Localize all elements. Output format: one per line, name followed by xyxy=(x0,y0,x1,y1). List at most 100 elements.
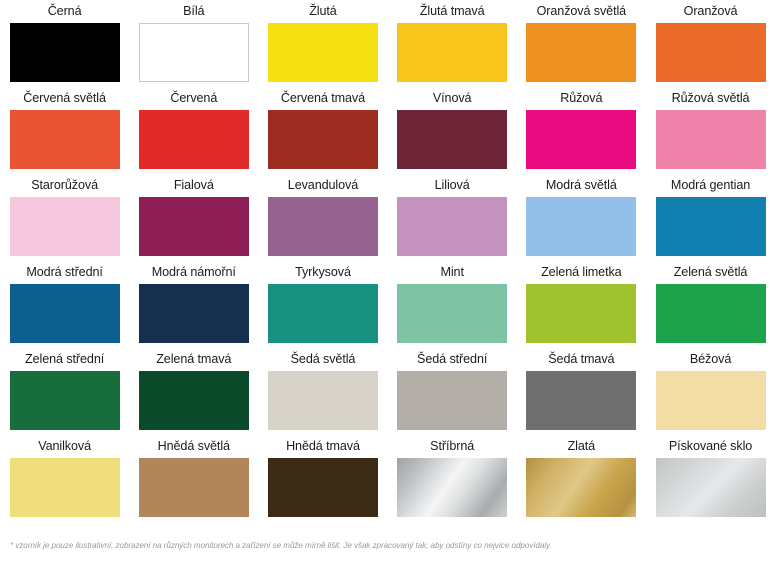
swatch-cell[interactable]: Starorůžová xyxy=(0,178,129,265)
swatch-label: Žlutá xyxy=(309,4,337,18)
swatch-cell[interactable]: Šedá střední xyxy=(388,352,517,439)
swatch-label: Černá xyxy=(47,4,82,18)
swatch-color-chip[interactable] xyxy=(267,23,378,82)
swatch-cell[interactable]: Žlutá tmavá xyxy=(388,4,517,91)
swatch-cell[interactable]: Tyrkysová xyxy=(258,265,387,352)
swatch-label: Zelená tmavá xyxy=(156,352,232,366)
swatch-cell[interactable]: Bílá xyxy=(129,4,258,91)
swatch-color-chip[interactable] xyxy=(9,458,120,517)
swatch-color-chip[interactable] xyxy=(526,284,637,343)
swatch-label: Šedá střední xyxy=(417,352,488,366)
swatch-label: Hnědá světlá xyxy=(157,439,230,453)
swatch-color-chip[interactable] xyxy=(138,458,249,517)
swatch-label: Červená tmavá xyxy=(280,91,366,105)
swatch-color-chip[interactable] xyxy=(655,23,766,82)
swatch-cell[interactable]: Růžová světlá xyxy=(646,91,775,178)
swatch-color-chip[interactable] xyxy=(267,110,378,169)
swatch-cell[interactable]: Zlatá xyxy=(517,439,646,526)
swatch-label: Červená xyxy=(170,91,218,105)
swatch-cell[interactable]: Červená světlá xyxy=(0,91,129,178)
swatch-cell[interactable]: Modrá námořní xyxy=(129,265,258,352)
swatch-color-chip[interactable] xyxy=(9,371,120,430)
swatch-label: Růžová světlá xyxy=(671,91,750,105)
swatch-color-chip[interactable] xyxy=(526,23,637,82)
swatch-label: Tyrkysová xyxy=(295,265,351,279)
swatch-color-chip[interactable] xyxy=(397,284,508,343)
swatch-color-chip[interactable] xyxy=(655,458,766,517)
swatch-color-chip[interactable] xyxy=(397,371,508,430)
swatch-cell[interactable]: Mint xyxy=(388,265,517,352)
swatch-color-chip[interactable] xyxy=(397,197,508,256)
swatch-cell[interactable]: Šedá světlá xyxy=(258,352,387,439)
swatch-cell[interactable]: Červená xyxy=(129,91,258,178)
swatch-cell[interactable]: Hnědá tmavá xyxy=(258,439,387,526)
swatch-cell[interactable]: Béžová xyxy=(646,352,775,439)
swatch-label: Pískované sklo xyxy=(668,439,753,453)
swatch-label: Starorůžová xyxy=(31,178,98,192)
swatch-cell[interactable]: Šedá tmavá xyxy=(517,352,646,439)
swatch-cell[interactable]: Růžová xyxy=(517,91,646,178)
swatch-label: Zelená světlá xyxy=(673,265,748,279)
swatch-cell[interactable]: Černá xyxy=(0,4,129,91)
swatch-cell[interactable]: Pískované sklo xyxy=(646,439,775,526)
swatch-label: Zelená střední xyxy=(25,352,105,366)
swatch-cell[interactable]: Liliová xyxy=(388,178,517,265)
swatch-color-chip[interactable] xyxy=(526,458,637,517)
swatch-color-chip[interactable] xyxy=(138,371,249,430)
swatch-grid: Černá Bílá Žlutá Žlutá tmavá Oranžová světlá… xyxy=(0,4,775,526)
swatch-label: Modrá gentian xyxy=(670,178,751,192)
swatch-color-chip[interactable] xyxy=(526,371,637,430)
swatch-label: Oranžová xyxy=(683,4,738,18)
swatch-color-chip[interactable] xyxy=(655,284,766,343)
swatch-label: Fialová xyxy=(173,178,214,192)
swatch-color-chip[interactable] xyxy=(9,197,120,256)
swatch-cell[interactable]: Žlutá xyxy=(258,4,387,91)
swatch-label: Šedá tmavá xyxy=(548,352,615,366)
swatch-label: Béžová xyxy=(689,352,732,366)
swatch-color-chip[interactable] xyxy=(9,110,120,169)
swatch-label: Liliová xyxy=(434,178,470,192)
swatch-color-chip[interactable] xyxy=(655,371,766,430)
swatch-cell[interactable]: Vínová xyxy=(388,91,517,178)
swatch-color-chip[interactable] xyxy=(655,197,766,256)
swatch-label: Červená světlá xyxy=(23,91,106,105)
swatch-color-chip[interactable] xyxy=(138,110,249,169)
swatch-cell[interactable]: Zelená limetka xyxy=(517,265,646,352)
swatch-cell[interactable]: Oranžová světlá xyxy=(517,4,646,91)
swatch-cell[interactable]: Modrá světlá xyxy=(517,178,646,265)
swatch-color-chip[interactable] xyxy=(267,371,378,430)
swatch-color-chip[interactable] xyxy=(397,458,508,517)
swatch-label: Modrá světlá xyxy=(545,178,617,192)
swatch-color-chip[interactable] xyxy=(267,197,378,256)
swatch-label: Šedá světlá xyxy=(290,352,356,366)
swatch-label: Stříbrná xyxy=(430,439,475,453)
swatch-cell[interactable]: Hnědá světlá xyxy=(129,439,258,526)
swatch-cell[interactable]: Zelená střední xyxy=(0,352,129,439)
swatch-color-chip[interactable] xyxy=(655,110,766,169)
swatch-label: Oranžová světlá xyxy=(536,4,627,18)
swatch-cell[interactable]: Zelená tmavá xyxy=(129,352,258,439)
swatch-color-chip[interactable] xyxy=(9,23,120,82)
swatch-cell[interactable]: Oranžová xyxy=(646,4,775,91)
swatch-cell[interactable]: Fialová xyxy=(129,178,258,265)
swatch-color-chip[interactable] xyxy=(138,23,249,82)
swatch-cell[interactable]: Zelená světlá xyxy=(646,265,775,352)
swatch-cell[interactable]: Levandulová xyxy=(258,178,387,265)
swatch-label: Zelená limetka xyxy=(541,265,622,279)
swatch-color-chip[interactable] xyxy=(267,284,378,343)
swatch-cell[interactable]: Stříbrná xyxy=(388,439,517,526)
swatch-color-chip[interactable] xyxy=(397,110,508,169)
swatch-color-chip[interactable] xyxy=(138,284,249,343)
swatch-color-chip[interactable] xyxy=(526,110,637,169)
swatch-color-chip[interactable] xyxy=(267,458,378,517)
swatch-cell[interactable]: Modrá gentian xyxy=(646,178,775,265)
swatch-color-chip[interactable] xyxy=(9,284,120,343)
swatch-color-chip[interactable] xyxy=(397,23,508,82)
swatch-color-chip[interactable] xyxy=(526,197,637,256)
swatch-label: Modrá střední xyxy=(26,265,103,279)
swatch-color-chip[interactable] xyxy=(138,197,249,256)
swatch-cell[interactable]: Červená tmavá xyxy=(258,91,387,178)
swatch-cell[interactable]: Vanilková xyxy=(0,439,129,526)
swatch-cell[interactable]: Modrá střední xyxy=(0,265,129,352)
